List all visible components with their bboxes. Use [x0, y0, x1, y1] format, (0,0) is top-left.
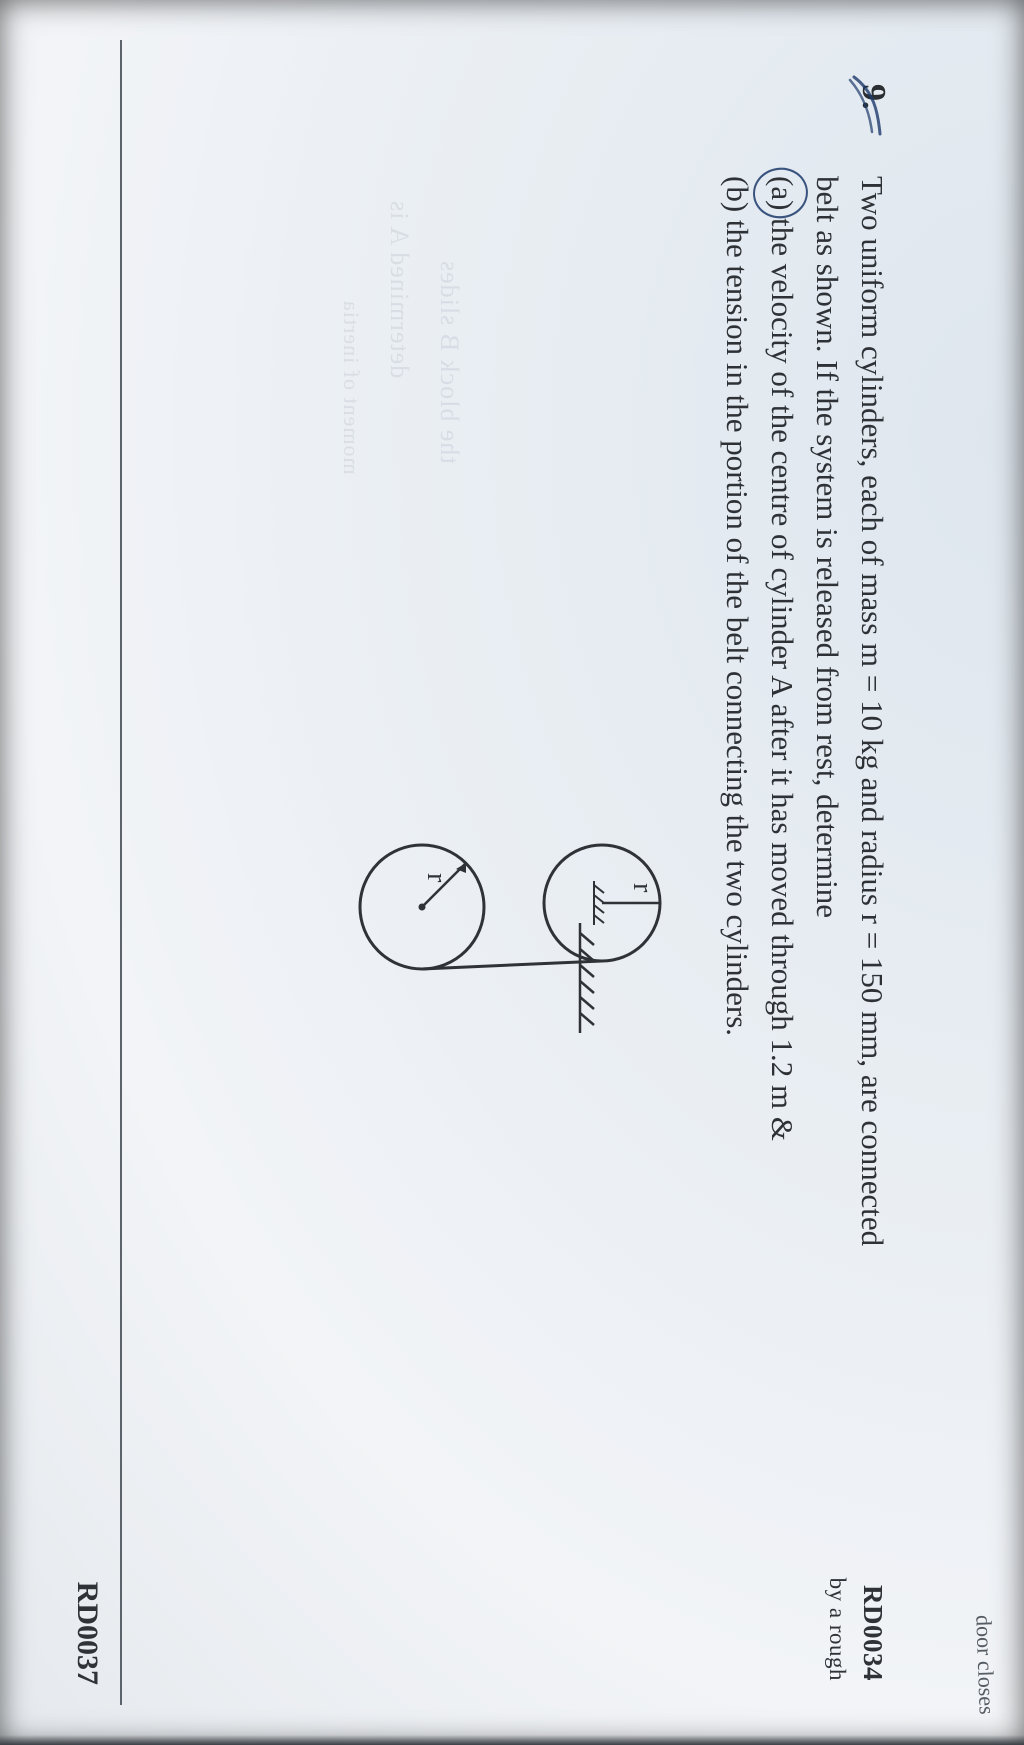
question-block: 9. Two uniform cylinders, each of mass m… — [352, 120, 964, 1685]
radius-label-upper: r — [627, 883, 658, 893]
question-number: 9. — [854, 84, 892, 110]
part-a-line: (a) the velocity of the centre of cylind… — [759, 120, 804, 1685]
paper-sheet: the block B slides determined A is momen… — [0, 0, 1024, 1745]
separator-rule — [120, 40, 122, 1705]
part-label-a: (a) — [759, 176, 804, 210]
part-b-text: the tension in the portion of the belt c… — [720, 220, 755, 1036]
part-a-text: the velocity of the centre of cylinder A… — [765, 218, 800, 1141]
page-rotation-wrapper: the block B slides determined A is momen… — [0, 0, 1024, 1745]
page-edge-shadow — [0, 1735, 1024, 1745]
question-text-line: belt as shown. If the system is released… — [804, 120, 849, 1685]
cylinder-belt-diagram: r r — [352, 733, 672, 1073]
question-text-line: Two uniform cylinders, each of mass m = … — [849, 120, 894, 1685]
margin-trailing-text: by a rough — [824, 1578, 850, 1681]
footer-code: RD0037 — [70, 1582, 104, 1685]
part-b-line: (b) the tension in the portion of the be… — [714, 120, 759, 1685]
part-label-b: (b) — [720, 176, 755, 212]
radius-label-lower: r — [421, 873, 452, 883]
margin-code: RD0034 — [857, 1585, 888, 1681]
cropped-edge-text: door closes — [970, 1615, 999, 1715]
